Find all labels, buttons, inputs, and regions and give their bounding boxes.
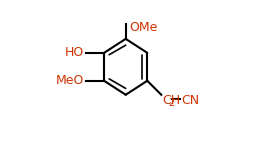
Text: CH: CH xyxy=(162,94,180,107)
Text: MeO: MeO xyxy=(56,74,84,87)
Text: 2: 2 xyxy=(168,98,174,108)
Text: HO: HO xyxy=(65,46,84,59)
Text: CN: CN xyxy=(182,94,200,107)
Text: OMe: OMe xyxy=(130,21,158,34)
